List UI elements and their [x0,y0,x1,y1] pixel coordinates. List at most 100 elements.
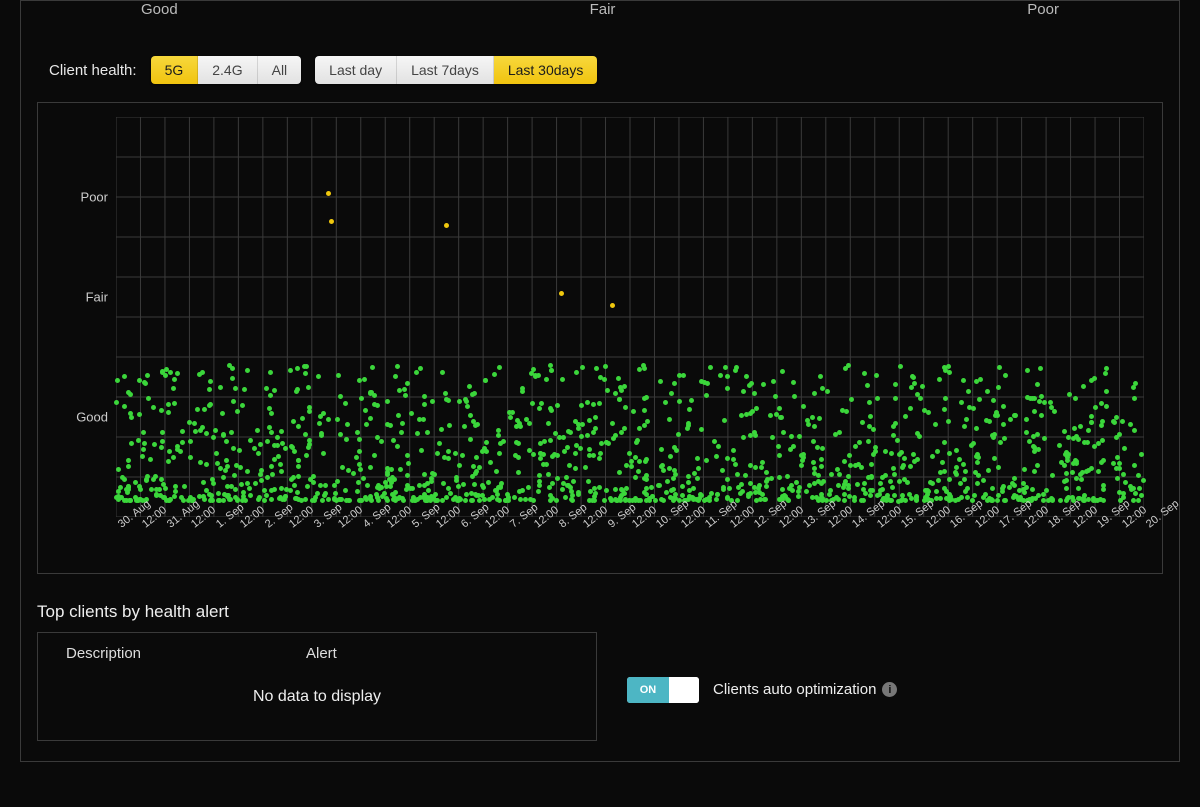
chart-point [1035,382,1040,387]
chart-point [1133,491,1138,496]
auto-optimization-toggle[interactable]: ON [627,677,699,703]
chart-point [996,385,1001,390]
chart-point [677,399,682,404]
chart-point [961,462,966,467]
chart-point [448,491,453,496]
chart-point [415,431,420,436]
chart-point [435,451,440,456]
chart-point [115,378,120,383]
chart-point [903,414,908,419]
chart-point [224,458,229,463]
range-button-last30days[interactable]: Last 30days [494,56,598,84]
band-button-5g[interactable]: 5G [151,56,199,84]
range-button-lastday[interactable]: Last day [315,56,397,84]
chart-point [496,485,501,490]
chart-point [624,463,629,468]
chart-point [160,439,165,444]
chart-point [405,453,410,458]
chart-point [883,449,888,454]
chart-point [317,421,322,426]
chart-point [245,469,250,474]
chart-point [695,476,700,481]
chart-point [555,453,560,458]
chart-point [344,437,349,442]
info-icon[interactable]: i [882,682,897,697]
chart-point [878,481,883,486]
chart-point [146,396,151,401]
chart-point [757,490,762,495]
chart-point [444,397,449,402]
chart-point [846,486,851,491]
chart-point [1089,414,1094,419]
chart-point [468,413,473,418]
chart-point [829,472,834,477]
table-empty-message: No data to display [56,688,578,706]
chart-point [602,498,607,503]
chart-point [472,482,477,487]
chart-point [443,391,448,396]
band-button-all[interactable]: All [258,56,302,84]
chart-point [444,223,449,228]
chart-point [1093,405,1098,410]
chart-point [122,498,127,503]
chart-point [587,447,592,452]
chart-point [592,486,597,491]
chart-point [698,492,703,497]
chart-point [664,490,669,495]
chart-point [1096,469,1101,474]
chart-point [129,415,134,420]
chart-point [642,490,647,495]
chart-point [818,374,823,379]
chart-point [587,418,592,423]
chart-point [229,484,234,489]
chart-point [470,498,475,503]
chart-point [547,485,552,490]
chart-point [173,484,178,489]
chart-point [1096,441,1101,446]
chart-point [893,382,898,387]
band-button-group: 5G2.4GAll [151,56,302,84]
chart-point [419,448,424,453]
auto-optimization-label: Clients auto optimization i [713,681,897,698]
chart-point [430,399,435,404]
controls-row: Client health: 5G2.4GAll Last dayLast 7d… [21,38,1179,102]
range-button-group: Last dayLast 7daysLast 30days [315,56,597,84]
chart-point [474,455,479,460]
chart-point [1070,470,1075,475]
chart-point [733,368,738,373]
chart-point [617,397,622,402]
chart-point [579,434,584,439]
chart-point [154,487,159,492]
chart-point [892,472,897,477]
chart-point [531,367,536,372]
chart-point [613,391,618,396]
chart-point [820,446,825,451]
chart-point [760,460,765,465]
chart-point [967,405,972,410]
chart-point [915,392,920,397]
chart-point [300,416,305,421]
chart-point [395,364,400,369]
chart-point [492,372,497,377]
chart-point [816,473,821,478]
chart-point [673,472,678,477]
chart-point [159,408,164,413]
chart-point [847,453,852,458]
chart-point [574,443,579,448]
chart-point [920,384,925,389]
chart-point [791,380,796,385]
chart-point [855,482,860,487]
chart-point [247,486,252,491]
chart-point [295,366,300,371]
chart-point [453,495,458,500]
chart-point [573,451,578,456]
chart-point [957,457,962,462]
chart-point [248,438,253,443]
chart-point [264,493,269,498]
chart-point [259,478,264,483]
band-button-24g[interactable]: 2.4G [198,56,257,84]
chart-point [665,479,670,484]
chart-point [884,497,889,502]
chart-point [636,469,641,474]
range-button-last7days[interactable]: Last 7days [397,56,494,84]
